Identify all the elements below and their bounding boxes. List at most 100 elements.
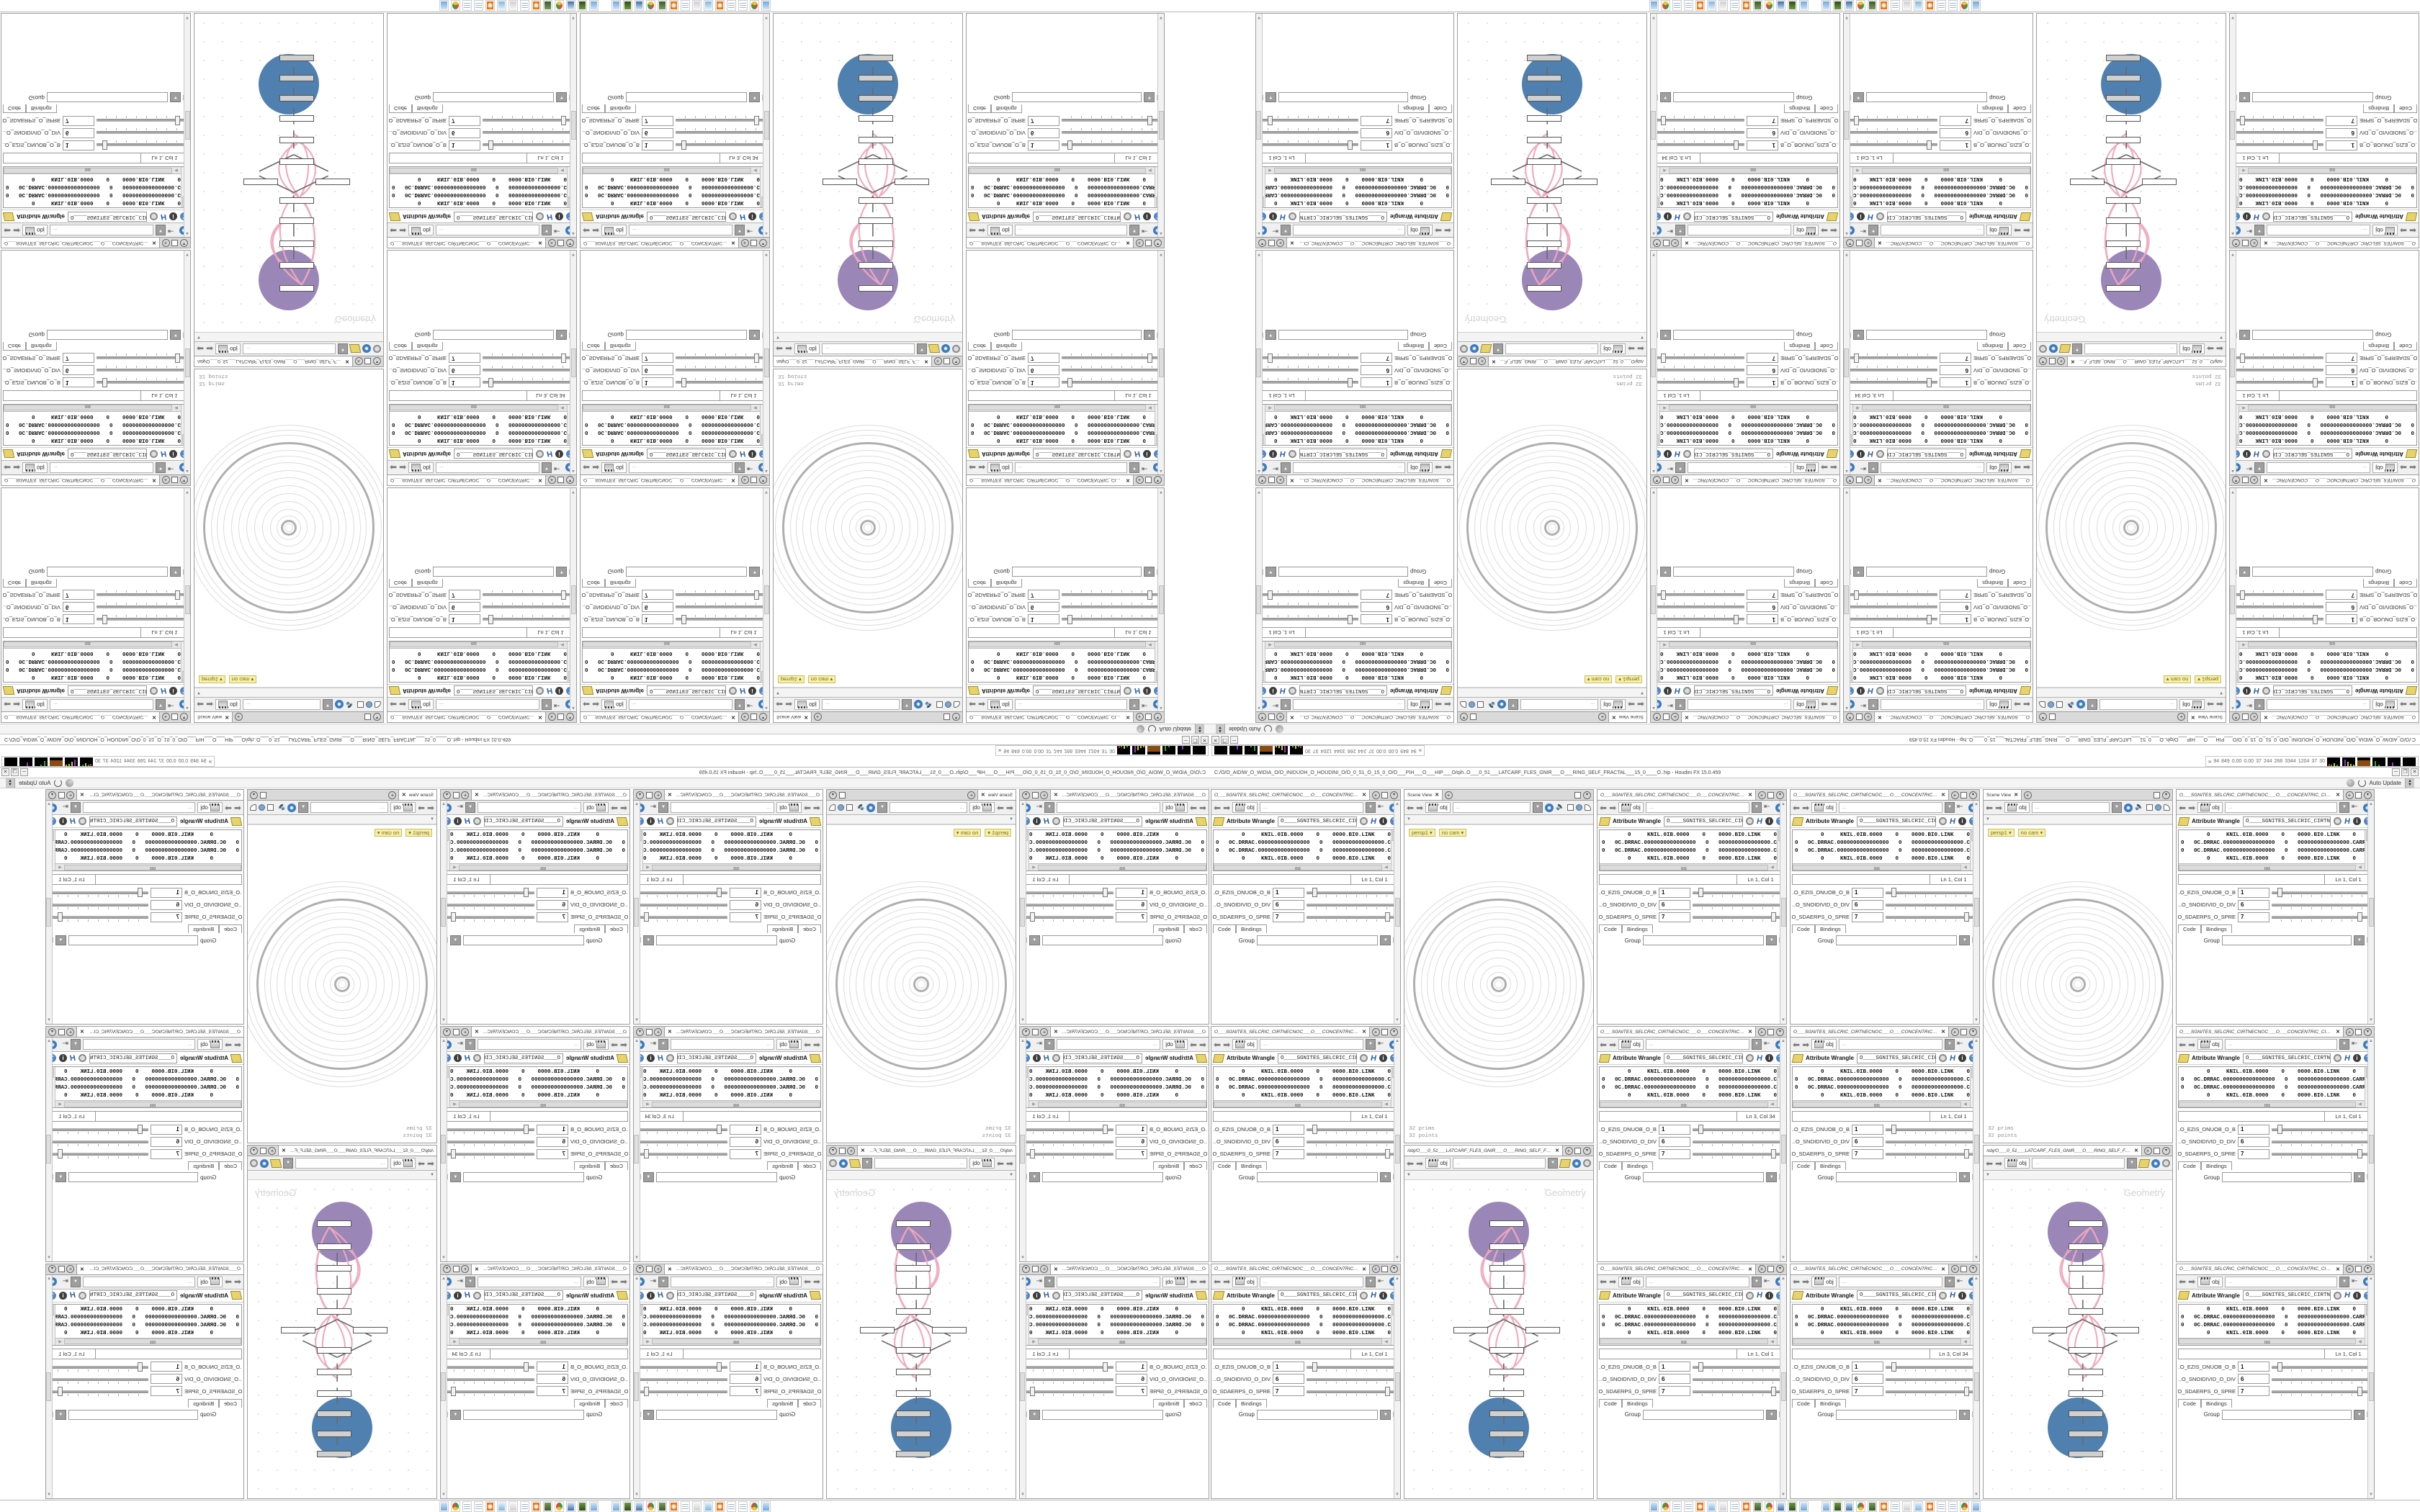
path-field[interactable]: ... [1645, 1276, 1749, 1287]
forward-arrow-icon[interactable]: ➡ [592, 462, 600, 473]
new-tab-button[interactable]: + [1370, 1264, 1381, 1274]
pane-menu-icon[interactable]: ▾ [1969, 791, 1977, 799]
param-value[interactable]: 6 [1852, 1136, 1883, 1147]
tab-parameters[interactable]: O___SGNITES_SELCRIC_CIRTNECNOC___O___CON… [1050, 1264, 1209, 1274]
code-editor[interactable]: 0 KNIL.0IB.0000 0 0000.BI0.LINK 0 0 0C.D… [635, 1303, 821, 1346]
pane-menu-icon[interactable]: ▾ [1390, 791, 1398, 799]
maximize-pane-icon[interactable] [1145, 239, 1152, 246]
pin-icon[interactable]: ⇤ [2246, 701, 2252, 709]
back-arrow-icon[interactable]: ⬅ [233, 802, 241, 813]
viewport-canvas[interactable]: persp1 ▾ no cam ▾ [1458, 369, 1646, 688]
pane-scrollbar[interactable]: ▲ ▼ [1157, 251, 1164, 474]
code-editor[interactable]: 0 KNIL.0IB.0000 0 0000.BI0.LINK 0 0 0C.D… [1599, 1303, 1785, 1346]
tab-close-icon[interactable]: ✕ [2190, 714, 2195, 719]
tab-close-icon[interactable]: ✕ [1878, 240, 1882, 246]
maximize-pane-icon[interactable] [557, 239, 564, 246]
code-text[interactable]: 0 KNIL.0IB.0000 0 0000.BI0.LINK 0 0 0C.D… [1022, 1069, 1204, 1099]
pin-icon[interactable]: ⇤ [1860, 464, 1866, 472]
pin-icon[interactable]: ⇤ [1378, 803, 1384, 811]
maximize-pane-icon[interactable] [1268, 477, 1275, 484]
back-arrow-icon[interactable]: ⬅ [2179, 1039, 2187, 1050]
plane-icon[interactable] [1585, 804, 1591, 811]
group-dropdown-icon[interactable]: ▼ [2238, 92, 2250, 103]
back-arrow-icon[interactable]: ⬅ [4, 462, 12, 473]
code-editor[interactable]: 0 KNIL.0IB.0000 0 0000.BI0.LINK 0 0 0C.D… [1792, 1066, 1978, 1109]
target-icon[interactable] [1572, 1158, 1581, 1168]
code-text[interactable]: 0 KNIL.0IB.0000 0 0000.BI0.LINK 0 0 0C.D… [1846, 413, 2028, 443]
back-arrow-icon[interactable]: ⬅ [390, 699, 398, 710]
pin-icon[interactable]: ⇤ [1957, 803, 1963, 811]
new-tab-button[interactable]: + [653, 790, 664, 800]
code-text[interactable]: 0 KNIL.0IB.0000 0 0000.BI0.LINK 0 0 0C.D… [6, 176, 188, 206]
forward-arrow-icon[interactable]: ➡ [1802, 1039, 1810, 1050]
network-node[interactable] [317, 1308, 351, 1315]
info-icon[interactable]: i [2353, 1291, 2361, 1300]
taskbar-item-green-icon[interactable] [1833, 0, 1842, 12]
taskbar-item-houdini3-icon[interactable] [1742, 0, 1751, 12]
param-value[interactable]: 1 [642, 614, 673, 625]
code-hscrollbar[interactable]: ◀▶ [1600, 1100, 1784, 1108]
param-slider[interactable] [1258, 615, 1358, 624]
path-dropdown-icon[interactable]: ▼ [735, 225, 745, 236]
maximize-pane-icon[interactable] [1856, 714, 1863, 721]
pane-menu-icon[interactable]: ▾ [1653, 238, 1661, 247]
param-value[interactable]: 1 [1940, 140, 1971, 150]
taskbar-item-doc4-icon[interactable] [1891, 1500, 1900, 1512]
pane-menu-icon[interactable]: ▾ [1022, 1027, 1030, 1036]
param-slider[interactable] [635, 1386, 727, 1396]
tab-parameters[interactable]: O___SGNITES_SELCRIC_CIRTNECNOC___O___CON… [1, 712, 160, 722]
maximize-pane-icon[interactable] [2049, 714, 2056, 721]
breadcrumb-root[interactable]: obj [987, 462, 1013, 473]
code-hscrollbar[interactable]: ◀▶ [2232, 404, 2416, 412]
pin-icon[interactable]: ⇤ [554, 701, 560, 709]
pane-scrollbar[interactable]: ▲ ▼ [1780, 801, 1786, 1025]
pane-scrollbar[interactable]: ▲ ▼ [1394, 801, 1400, 1025]
param-value[interactable]: 1 [1116, 887, 1147, 898]
gear-icon[interactable] [1746, 1291, 1754, 1300]
param-slider[interactable] [48, 912, 148, 922]
path-field[interactable]: ... [435, 462, 539, 473]
tab-bindings[interactable]: Bindings [1398, 341, 1430, 351]
group-dropdown-icon[interactable]: ▼ [1144, 567, 1155, 577]
tab-code[interactable]: Code [1213, 924, 1236, 933]
node-name-field[interactable]: O____SGNITES_SELCRIC_CIRTNECNOC____0____… [1299, 449, 1388, 459]
node-name-field[interactable]: O____SGNITES_SELCRIC_CIRTNECNOC____0____… [1886, 211, 1967, 222]
new-tab-button[interactable]: + [460, 1264, 471, 1274]
forward-arrow-icon[interactable]: ➡ [1189, 802, 1197, 813]
network-toolbar[interactable]: ▼ [774, 332, 962, 341]
tab-parameters[interactable]: O___SGNITES_SELCRIC_CIRTNECNOC___O___CON… [664, 790, 823, 800]
breadcrumb-root[interactable]: obj [1425, 1158, 1451, 1169]
taskbar-item-chrome2-icon[interactable] [1765, 1500, 1774, 1512]
param-value[interactable]: 7 [1273, 1148, 1304, 1159]
param-slider[interactable] [1258, 353, 1358, 363]
tab-code[interactable]: Code [2178, 1161, 2201, 1171]
taskbar-item-doc4-icon[interactable] [681, 0, 690, 12]
network-node[interactable] [896, 1243, 931, 1250]
group-dropdown-icon[interactable]: ▼ [1028, 1409, 1040, 1420]
group-dropdown-icon[interactable]: ▼ [55, 1172, 66, 1183]
path-field[interactable]: ... [671, 1276, 775, 1287]
group-input[interactable] [68, 935, 198, 945]
sphere-icon[interactable] [838, 804, 844, 811]
network-node[interactable] [896, 1288, 931, 1295]
maximize-pane-icon[interactable] [750, 714, 757, 721]
param-value[interactable]: 7 [1116, 912, 1147, 922]
breadcrumb-root[interactable]: obj [22, 462, 48, 473]
node-name-field[interactable]: O____SGNITES_SELCRIC_CIRTNECNOC____0____… [89, 1290, 178, 1301]
group-dropdown-icon[interactable]: ▼ [55, 935, 66, 945]
code-text[interactable]: 0 KNIL.0IB.0000 0 0000.BI0.LINK 0 0 0C.D… [2181, 1069, 2372, 1099]
param-value[interactable]: 7 [449, 115, 480, 126]
network-node[interactable] [317, 1288, 351, 1295]
param-slider[interactable] [1255, 365, 1358, 375]
tab-bindings[interactable]: Bindings [1977, 579, 2009, 588]
tab-parameters[interactable]: O___SGNITES_SELCRIC_CIRTNECNOC___O___CON… [1681, 474, 1839, 485]
path-field[interactable]: ... [49, 699, 153, 710]
tab-close-icon[interactable]: ✕ [1054, 793, 1058, 798]
path-dropdown-icon[interactable]: ▼ [902, 699, 912, 710]
viewport-toolbar[interactable]: ▼ [248, 815, 436, 824]
param-slider[interactable] [1062, 353, 1162, 363]
param-value[interactable]: 6 [1116, 1136, 1147, 1147]
back-arrow-icon[interactable]: ⬅ [812, 1039, 820, 1050]
tab-code[interactable]: Code [2394, 341, 2417, 351]
path-field[interactable]: ... [1014, 225, 1127, 236]
